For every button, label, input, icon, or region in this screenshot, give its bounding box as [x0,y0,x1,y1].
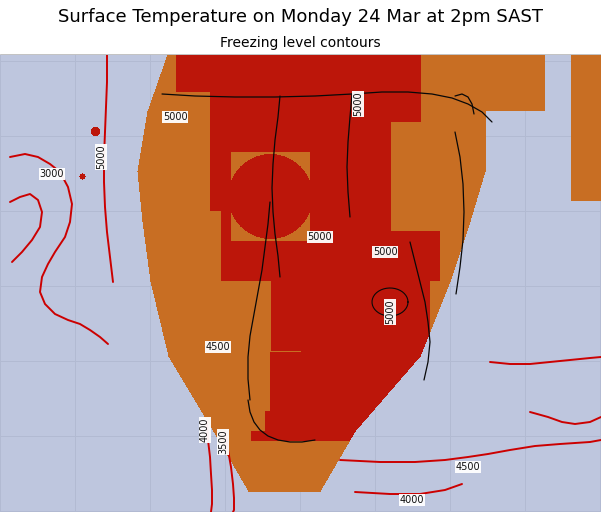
Text: 4000: 4000 [200,418,210,442]
Text: 5000: 5000 [163,112,188,122]
Text: 5000: 5000 [353,92,363,116]
Text: 5000: 5000 [385,300,395,324]
Text: 4500: 4500 [206,342,230,352]
Text: Freezing level contours: Freezing level contours [220,36,381,50]
Text: Surface Temperature on Monday 24 Mar at 2pm SAST: Surface Temperature on Monday 24 Mar at … [58,8,543,26]
Text: 5000: 5000 [373,247,397,257]
Text: 4500: 4500 [456,462,480,472]
Text: 3500: 3500 [218,430,228,454]
Text: 3000: 3000 [40,169,64,179]
Text: 5000: 5000 [96,145,106,169]
Text: 4000: 4000 [400,495,424,505]
Text: 5000: 5000 [308,232,332,242]
